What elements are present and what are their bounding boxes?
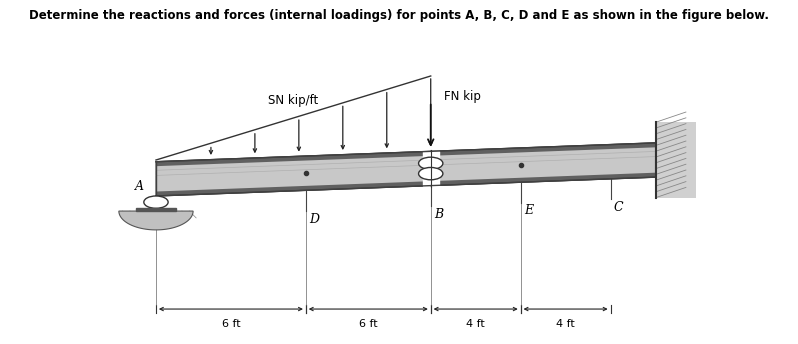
Text: E: E — [524, 204, 533, 217]
Polygon shape — [156, 143, 655, 166]
Text: Determine the reactions and forces (internal loadings) for points A, B, C, D and: Determine the reactions and forces (inte… — [29, 9, 769, 22]
Polygon shape — [431, 151, 439, 186]
Text: A: A — [135, 180, 144, 193]
Polygon shape — [156, 143, 655, 196]
Polygon shape — [423, 151, 431, 186]
Text: B: B — [434, 208, 443, 221]
Circle shape — [144, 196, 168, 208]
Text: 6 ft: 6 ft — [222, 319, 240, 329]
Polygon shape — [156, 173, 655, 196]
Circle shape — [419, 168, 443, 180]
Text: SN kip/ft: SN kip/ft — [268, 94, 318, 107]
Text: FN kip: FN kip — [444, 90, 481, 103]
Circle shape — [419, 157, 443, 170]
Text: 4 ft: 4 ft — [556, 319, 575, 329]
Polygon shape — [136, 208, 176, 211]
Text: C: C — [614, 201, 623, 214]
Text: 4 ft: 4 ft — [466, 319, 485, 329]
Text: 6 ft: 6 ft — [359, 319, 377, 329]
Text: D: D — [309, 213, 319, 226]
Bar — [655, 122, 696, 198]
Polygon shape — [119, 211, 193, 230]
